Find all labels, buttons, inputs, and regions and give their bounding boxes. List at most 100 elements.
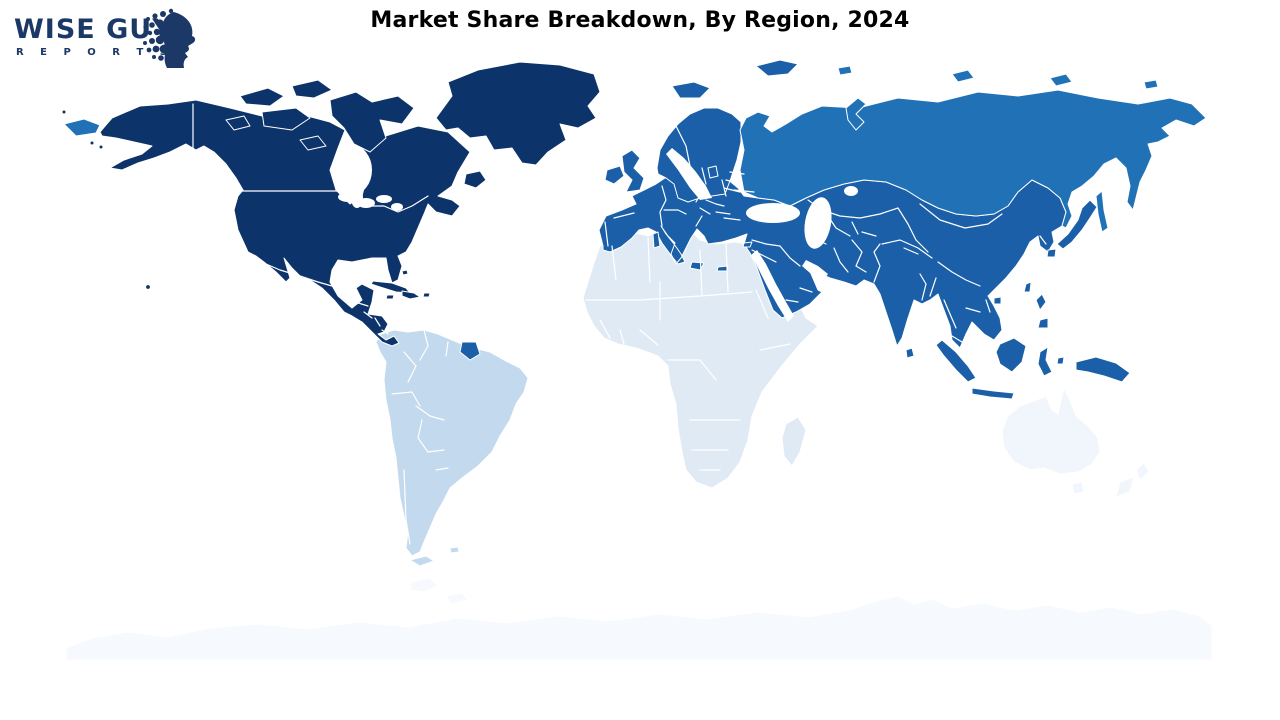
severnaya-zemlya <box>951 69 975 83</box>
region-oceania <box>1001 387 1150 498</box>
region-south-america <box>375 329 529 567</box>
tierra-del-fuego <box>409 555 435 567</box>
logo-dot <box>141 33 145 37</box>
logo-dot <box>153 28 161 36</box>
region-antarctica <box>65 577 1213 661</box>
aleutian-island <box>61 109 67 115</box>
aral-sea <box>844 186 858 196</box>
logo-dot <box>152 45 160 53</box>
great-lake <box>338 192 358 202</box>
region-north-america <box>61 61 601 347</box>
puerto-rico <box>422 292 431 298</box>
great-britain <box>621 149 645 193</box>
franz-josef-land <box>837 65 853 76</box>
logo-dot <box>152 13 158 19</box>
new-guinea <box>1075 356 1131 383</box>
logo-wordmark: WISE GUY <box>14 14 173 45</box>
borders-central-asia <box>807 199 929 273</box>
arctic-island <box>291 79 333 99</box>
philippines-luzon <box>1035 293 1047 311</box>
falkland-islands <box>449 546 460 554</box>
aleutian-island <box>98 144 104 150</box>
great-lake <box>376 195 392 203</box>
logo-dot <box>143 25 147 29</box>
logo-dot <box>149 22 155 28</box>
page-title: Market Share Breakdown, By Region, 2024 <box>370 8 910 33</box>
logo-dot <box>160 11 166 17</box>
java <box>971 387 1015 400</box>
philippines-mindanao <box>1037 317 1049 329</box>
logo-dot <box>155 35 165 45</box>
border-central-america <box>354 301 389 335</box>
region-africa <box>582 227 819 489</box>
border-us-mexico <box>251 257 333 287</box>
border-alaska-canada <box>192 103 223 185</box>
logo-dot <box>149 38 155 44</box>
north-america-mainland <box>99 99 471 347</box>
arctic-island <box>225 115 251 131</box>
wrangel-island <box>1143 79 1159 90</box>
madagascar <box>781 416 807 467</box>
logo-dot <box>156 19 164 27</box>
borders-south-america <box>391 329 449 545</box>
denmark <box>707 165 719 179</box>
logo-dot <box>161 27 169 35</box>
australia <box>1001 387 1101 475</box>
kyushu <box>1046 248 1057 258</box>
borders-europe <box>604 125 755 247</box>
persian-gulf <box>802 260 828 281</box>
japan <box>1056 199 1098 250</box>
lakes-and-seas <box>332 145 858 322</box>
new-zealand-north <box>1135 462 1150 481</box>
svalbard <box>755 59 799 77</box>
novaya-zemlya <box>845 97 867 131</box>
south-america-mainland <box>375 329 529 557</box>
chukotka-west-fragment <box>63 118 101 137</box>
great-lake <box>391 203 403 211</box>
moluccas <box>1056 356 1065 365</box>
border-china-mongolia <box>919 203 1003 229</box>
tasmania <box>1071 481 1085 495</box>
logo-dot <box>167 50 173 56</box>
red-sea <box>751 250 794 322</box>
borders-south-asia <box>873 239 937 301</box>
jamaica <box>385 294 395 300</box>
antarctica-mainland <box>65 595 1213 661</box>
borders-middle-east <box>751 237 849 303</box>
logo-head-icon <box>141 8 196 68</box>
scandinavia <box>656 107 742 203</box>
aleutian-island <box>89 140 95 146</box>
caspian-sea <box>804 197 832 249</box>
borders-africa <box>585 237 791 471</box>
arctic-island <box>299 135 327 151</box>
arctic-island <box>239 87 285 107</box>
victoria-island <box>261 107 311 131</box>
logo-dot <box>146 47 152 53</box>
sakhalin <box>1095 190 1109 233</box>
logo-dot <box>168 8 174 14</box>
logo-dot <box>158 55 164 61</box>
sri-lanka <box>905 347 915 359</box>
hawaii <box>145 284 151 290</box>
baffin-island <box>329 91 415 153</box>
antarctic-island <box>409 577 439 593</box>
africa-mainland <box>582 227 819 489</box>
logo-subtitle: R E P O R T S <box>16 47 174 58</box>
wise-guy-reports-logo: WISE GUY R E P O R T S <box>14 6 214 68</box>
bahamas <box>401 269 409 276</box>
border-korea <box>1039 235 1047 245</box>
ireland <box>604 165 625 185</box>
logo-dot <box>159 44 169 54</box>
logo-dot <box>146 17 150 21</box>
sulawesi <box>1037 346 1053 377</box>
region-russia <box>63 65 1207 233</box>
new-siberian-islands <box>1049 73 1073 87</box>
hispaniola <box>401 290 421 300</box>
antarctic-island <box>445 592 469 605</box>
corsica-sardinia <box>652 231 661 249</box>
newfoundland <box>463 170 487 189</box>
logo-dot <box>165 58 171 64</box>
new-zealand-south <box>1115 476 1135 498</box>
